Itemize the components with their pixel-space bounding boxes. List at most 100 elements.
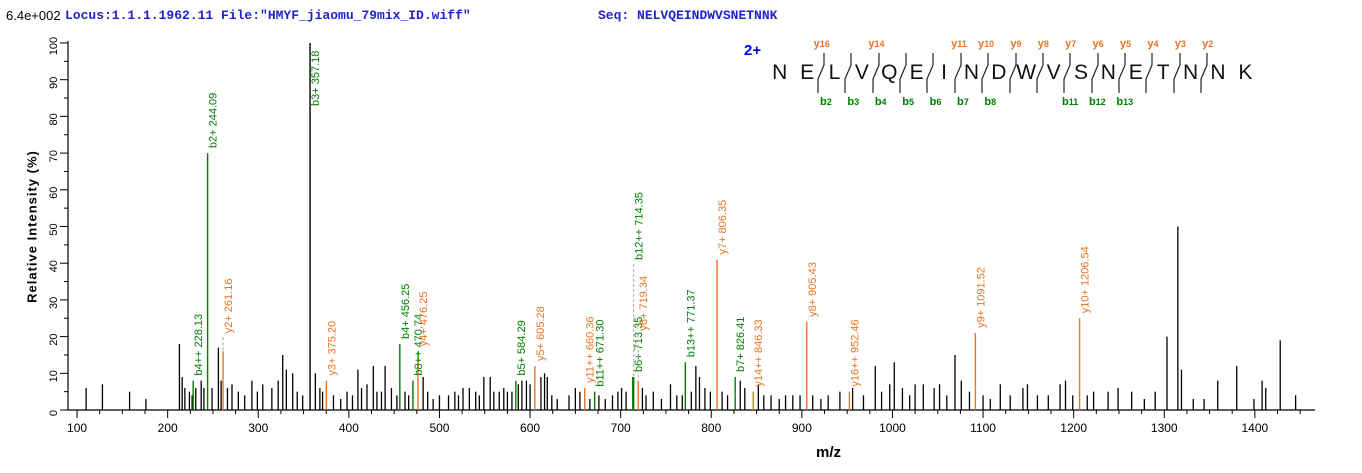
x-tick-label: 400 — [339, 421, 359, 435]
b-ion-label-b13: b13 — [1116, 96, 1134, 108]
cleavage-mark — [844, 53, 852, 93]
y-tick-label: 50 — [48, 223, 60, 235]
cleavage-mark — [1173, 53, 1181, 93]
residue: N — [1204, 36, 1231, 122]
residue-letter: N — [1210, 61, 1226, 84]
peak-label-b5+: b5+ 584.29 — [516, 320, 528, 375]
cleavage-mark — [871, 53, 880, 93]
residue: K — [1232, 36, 1259, 122]
peak-label-b4+: b4+ 456.25 — [400, 284, 412, 339]
peak-label-y2+: y2+ 261.16 — [223, 279, 235, 334]
seq-label: Seq: — [598, 8, 630, 23]
peak-label-b7+: b7+ 826.41 — [735, 317, 747, 372]
y-tick-label: 90 — [48, 77, 60, 89]
residue-letter: Q — [881, 61, 898, 84]
peak-label-b3+: b3+ 357.18 — [310, 51, 322, 106]
b-ion-label-b2: b2 — [820, 96, 832, 108]
peak-label-y16++: y16++ 952.46 — [849, 319, 861, 386]
cleavage-mark — [817, 53, 825, 93]
x-tick-label: 1200 — [1060, 421, 1087, 435]
locus-file-text: Locus:1.1.1.1962.11 File:"HMYF_jiaomu_79… — [65, 8, 471, 23]
y-ion-label-y9: y9 — [1010, 38, 1022, 50]
y-tick-label: 80 — [48, 113, 60, 125]
precursor-charge-label: 2+ — [744, 42, 762, 59]
x-tick-label: 600 — [520, 421, 540, 435]
y-ion-label-y7: y7 — [1065, 38, 1077, 50]
residue-letter: E — [909, 61, 924, 84]
y-tick-label: 0 — [48, 410, 60, 416]
x-tick-label: 800 — [701, 421, 721, 435]
y-ion-label-y5: y5 — [1119, 38, 1132, 50]
cleavage-mark — [1036, 53, 1044, 93]
cleavage-mark — [899, 53, 907, 93]
x-tick-label: 500 — [429, 421, 449, 435]
peak-label-y14++: y14++ 846.33 — [753, 319, 765, 386]
peak-label-y8+: y8+ 905.43 — [807, 262, 819, 317]
header-sequence-line: Seq: NELVQEINDWVSNETNNK — [598, 8, 777, 23]
peak-label-b6+: b6+ 713.35 — [633, 317, 645, 372]
cleavage-mark — [981, 53, 989, 93]
residue-letter: V — [1046, 61, 1061, 84]
peak-label-y5+: y5+ 605.28 — [535, 306, 547, 361]
residue: N — [766, 36, 793, 122]
b-ion-label-b12: b12 — [1088, 96, 1106, 108]
residue-letter: T — [1156, 61, 1170, 84]
x-axis-title: m/z — [816, 444, 842, 461]
b-ion-label-b7: b7 — [956, 96, 969, 108]
b-ion-label-b11: b11 — [1062, 96, 1079, 108]
y-ion-label-y11: y11 — [951, 38, 967, 50]
cleavage-mark — [1091, 53, 1099, 93]
y-ion-label-y14: y14 — [868, 38, 885, 50]
residue-letter: N — [772, 61, 788, 84]
peak-label-b11++: b11++ 671.30 — [595, 320, 607, 387]
peak-label-y3+: y3+ 375.20 — [326, 321, 338, 376]
y-tick-label: 100 — [48, 37, 60, 55]
y-tick-label: 30 — [48, 297, 60, 309]
residue-letter: E — [800, 61, 815, 84]
header-sequence: NELVQEINDWVSNETNNK — [637, 8, 778, 23]
cleavage-mark — [954, 53, 962, 93]
y-tick-label: 70 — [48, 150, 60, 162]
peak-label-y10+: y10+ 1206.54 — [1080, 246, 1092, 313]
residue-letter: D — [991, 61, 1007, 84]
peak-label-b13++: b13++ 771.37 — [685, 289, 697, 357]
cleavage-mark — [1145, 53, 1154, 93]
peak-label-y11++: y11++ 660.36 — [585, 317, 597, 383]
residue-letter: I — [941, 61, 947, 84]
y-tick-label: 20 — [48, 333, 60, 345]
cleavage-mark — [926, 53, 934, 93]
peak-label-b8++: b8++ 470.74 — [413, 314, 425, 376]
x-tick-label: 100 — [67, 421, 87, 435]
b-ion-label-b6: b6 — [929, 96, 942, 108]
peak-label-b4++: b4++ 228.13 — [193, 314, 205, 376]
b-ion-label-b3: b3 — [847, 96, 860, 108]
residue-letter: W — [1016, 61, 1037, 84]
residue-letter: N — [963, 61, 980, 84]
y-tick-label: 40 — [48, 260, 60, 272]
peak-label-y4+: y4+ 476.25 — [418, 292, 430, 347]
x-tick-label: 200 — [158, 421, 178, 435]
b-ion-label-b8: b8 — [984, 96, 997, 108]
peak-label-y9+: y9+ 1091.52 — [975, 267, 987, 328]
y-ion-label-y4: y4 — [1147, 38, 1159, 50]
y-tick-label: 60 — [48, 187, 60, 199]
x-tick-label: 1000 — [879, 421, 906, 435]
residue-letter: E — [1128, 61, 1143, 84]
peak-label-b12++: b12++ 714.35 — [634, 192, 646, 260]
peak-label-b2+: b2+ 244.09 — [208, 93, 220, 148]
x-tick-label: 700 — [611, 421, 631, 435]
y-ion-label-y2: y2 — [1202, 38, 1214, 50]
